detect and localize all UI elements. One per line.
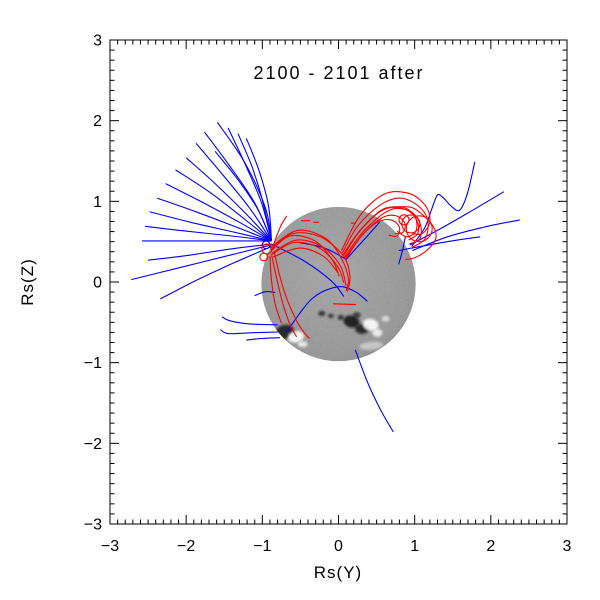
y-axis-label: Rs(Z) [18,258,37,305]
x-tick-label: 3 [563,538,572,555]
closed-field-line [271,239,347,287]
x-tick-label: −2 [177,538,195,555]
x-tick-label: 0 [334,538,343,555]
closed-field-line [392,206,437,260]
x-tick-label: 2 [486,538,495,555]
y-tick-label: 2 [93,113,102,130]
open-field-line [246,337,280,341]
open-field-line [245,138,273,241]
y-tick-label: 0 [93,275,102,292]
open-field-line [285,286,368,334]
closed-field-line [270,254,298,338]
closed-field-line [272,215,288,247]
dark-magnetic-patch [327,313,334,318]
open-field-line [221,316,278,326]
open-field-line [409,191,505,246]
y-tick-label: 3 [93,33,102,50]
closed-field-curl [259,252,269,262]
open-field-line [175,169,272,242]
bright-magnetic-patch [297,341,308,348]
x-tick-label: −3 [101,538,119,555]
x-axis-label: Rs(Y) [314,563,362,582]
axes-layer: −3 −2 −1 0 1 2 3 −3 −2 −1 0 1 2 3 [84,33,572,556]
bright-magnetic-patch [362,318,379,331]
y-tick-label: −3 [84,517,102,534]
open-field-line [160,245,272,300]
closed-field-line [272,247,339,273]
closed-field-curl [398,214,410,226]
sun-magnetogram-disk [261,206,454,362]
closed-field-line [342,206,420,255]
y-tick-label: −1 [84,355,102,372]
open-field-line [185,157,272,242]
field-lines-layer [131,121,520,433]
closed-field-line [269,229,350,292]
open-field-line [149,211,272,242]
open-field-line [237,133,273,242]
x-tick-label: 1 [410,538,419,555]
open-field-line [412,219,520,252]
closed-field-line [341,197,429,254]
open-field-line [131,244,272,281]
open-field-line [144,225,272,242]
open-field-line [216,121,273,241]
dark-magnetic-patch [352,312,361,319]
closed-field-line [344,214,406,259]
open-field-line [195,142,272,242]
open-field-line [411,161,476,247]
closed-field-curl [405,215,433,243]
dark-magnetic-patch [448,301,454,309]
open-field-line [157,197,272,242]
open-field-line [214,150,273,242]
closed-field-line [270,232,351,292]
plot-title: 2100 - 2101 after [253,63,424,83]
y-tick-label: 1 [93,194,102,211]
open-field-line [354,349,394,433]
closed-field-line [341,191,431,251]
open-field-line [148,243,272,261]
x-tick-label: −1 [253,538,271,555]
open-field-line [220,329,279,335]
closed-field-line [273,252,311,339]
bright-magnetic-patch [287,331,304,343]
bright-magnetic-patch [372,328,383,337]
bright-magnetic-patch [359,341,384,350]
bright-magnetic-patch [381,315,390,322]
open-field-line [398,236,481,252]
y-tick-label: −2 [84,436,102,453]
closed-field-line [269,256,282,324]
open-field-line [165,183,272,242]
open-field-line [344,221,381,261]
dark-magnetic-patch [337,314,344,320]
closed-field-line [271,241,345,283]
closed-field-line [333,303,357,306]
open-field-line [398,235,407,265]
dark-magnetic-patch [343,315,360,328]
dark-magnetic-patch [318,310,326,316]
